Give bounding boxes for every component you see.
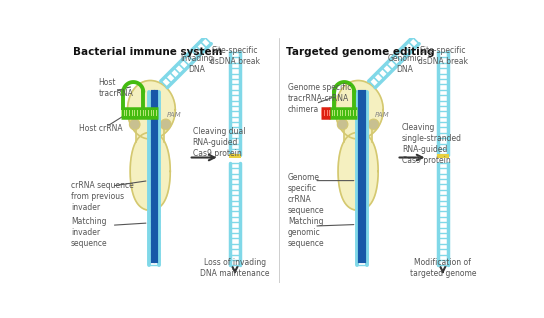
Bar [136,130,164,142]
Text: Genome
specific
crRNA
sequence: Genome specific crRNA sequence [288,173,325,215]
Bar [228,154,241,158]
Polygon shape [127,80,175,139]
Text: crRNA sequence
from previous
invader: crRNA sequence from previous invader [71,181,134,212]
Text: Matching
genomic
sequence: Matching genomic sequence [288,217,325,248]
Text: Site-specific
dsDNA break: Site-specific dsDNA break [418,46,468,66]
Text: Matching
invader
sequence: Matching invader sequence [71,217,108,248]
Text: Genome specific
tracrRNA-crRNA
chimera: Genome specific tracrRNA-crRNA chimera [288,83,351,114]
Ellipse shape [368,119,379,130]
Text: Bacterial immune system: Bacterial immune system [73,47,222,58]
Text: Cleaving dual
RNA-guided
Cas9 protein: Cleaving dual RNA-guided Cas9 protein [193,127,245,158]
Text: Site-specific
dsDNA break: Site-specific dsDNA break [210,46,260,66]
Polygon shape [130,132,170,210]
Text: Host crRNA: Host crRNA [78,124,122,133]
Text: Genomic
DNA: Genomic DNA [387,53,421,74]
Text: Host
tracrRNA: Host tracrRNA [98,78,133,98]
Ellipse shape [129,119,140,130]
Bar [344,130,372,142]
Text: Targeted genome editing: Targeted genome editing [287,47,435,58]
Text: PAM: PAM [375,112,390,118]
Text: Modification of
targeted genome: Modification of targeted genome [410,258,476,278]
Text: Cleaving
single-stranded
RNA-guided
Cas9 protein: Cleaving single-stranded RNA-guided Cas9… [402,123,462,165]
Polygon shape [336,80,383,139]
Text: PAM: PAM [167,112,182,118]
Polygon shape [338,132,378,210]
Ellipse shape [160,119,171,130]
Text: Loss of invading
DNA maintenance: Loss of invading DNA maintenance [200,258,270,278]
Bar [437,154,449,158]
Text: Invading
DNA: Invading DNA [180,53,213,74]
Ellipse shape [337,119,348,130]
